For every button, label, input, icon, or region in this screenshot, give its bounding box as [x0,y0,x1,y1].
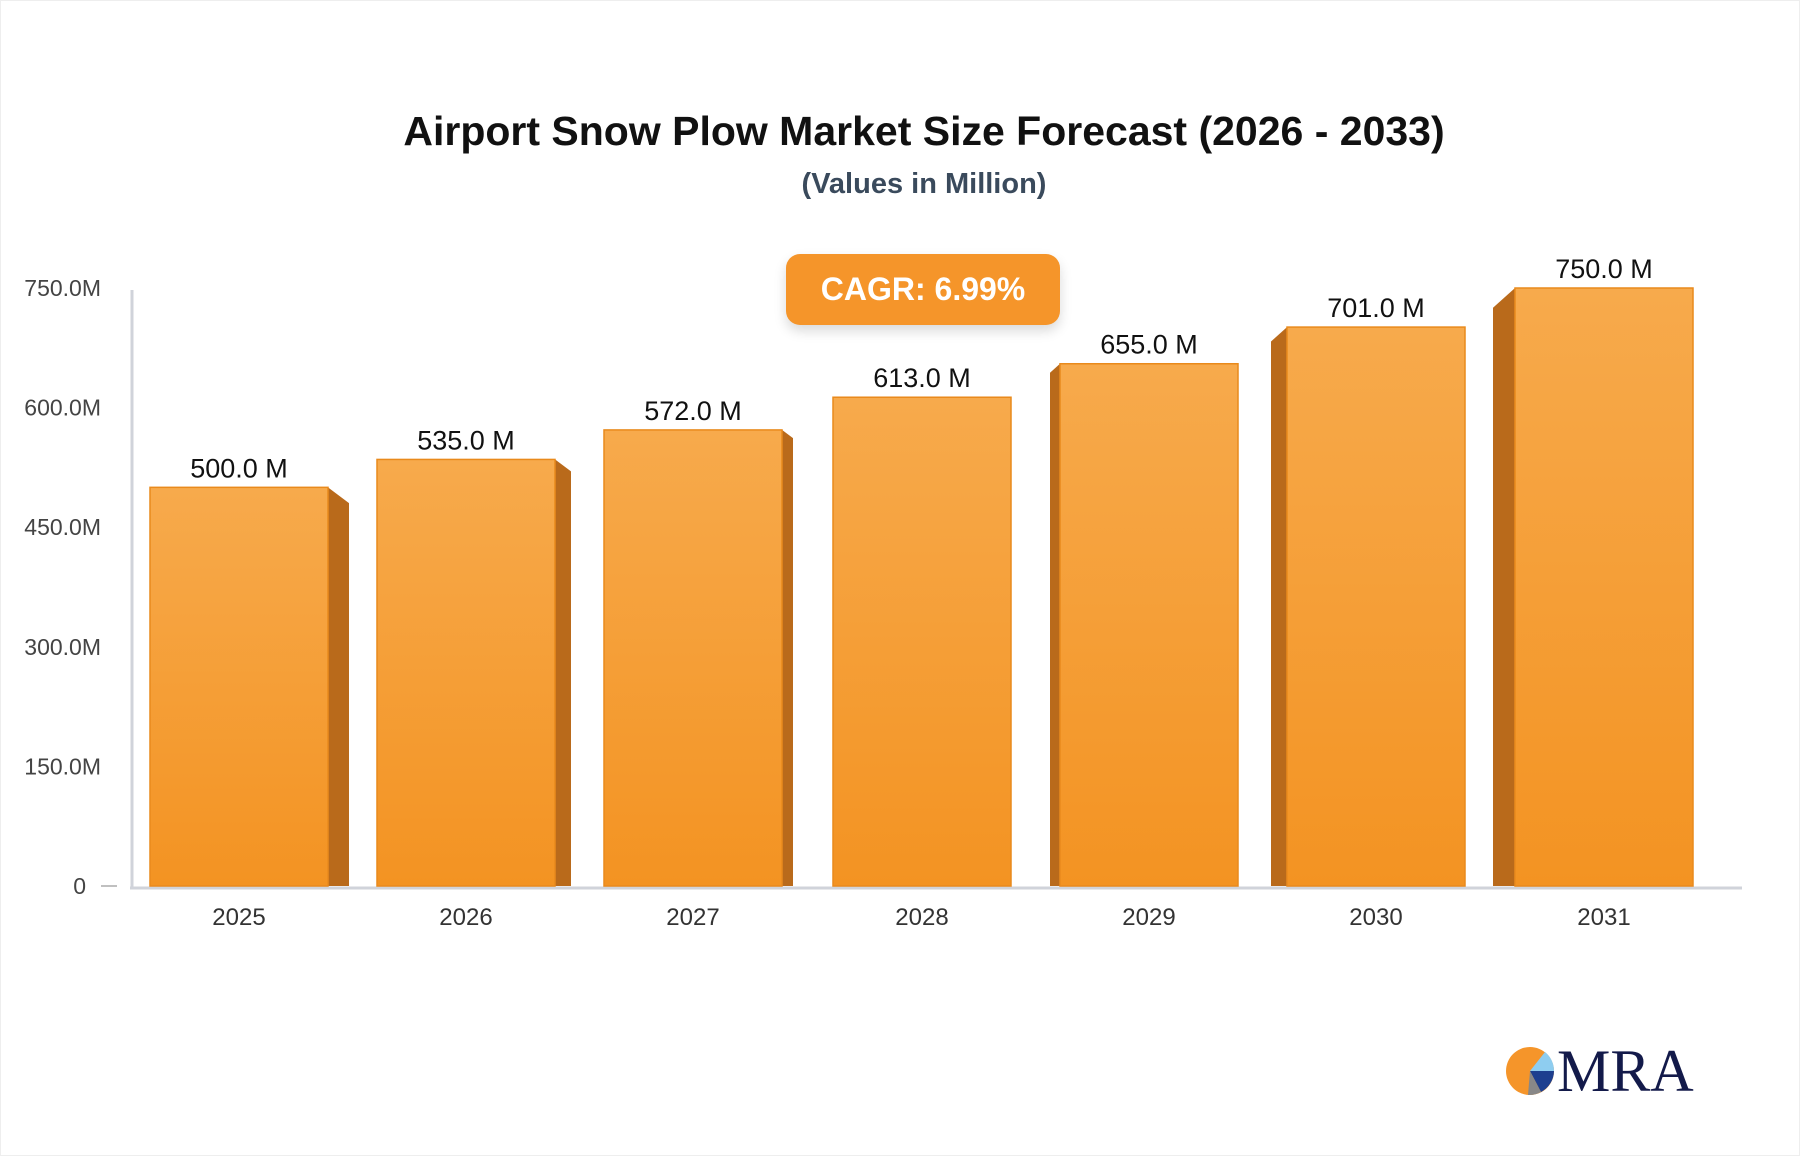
data-label: 655.0 M [1100,330,1198,360]
bar-2025 [149,486,349,887]
x-tick-label: 2027 [666,904,719,931]
bar-2027 [603,429,793,887]
logo-pie-icon [1506,1047,1555,1096]
bar [603,429,783,887]
cagr-badge: CAGR: 6.99% [786,254,1060,325]
y-tick-label: 750.0M [24,275,101,301]
y-tick-label: 600.0M [24,395,101,421]
bar [1059,362,1239,887]
x-tick-label: 2026 [439,904,492,931]
y-tick-label: 0 [73,873,86,899]
y-tick-label: 300.0M [24,634,101,660]
bar-side [782,429,793,886]
data-label: 500.0 M [190,453,288,483]
logo-text: MRA [1557,1038,1694,1104]
x-tick-label: 2025 [212,904,265,931]
bar [832,396,1012,887]
data-label: 572.0 M [644,396,742,426]
bar-2028 [832,396,1012,887]
bar-2031 [1493,287,1694,887]
bar [1286,326,1466,887]
bar [1514,287,1694,887]
bar [149,486,329,887]
bar-2029 [1050,362,1239,887]
data-label: 750.0 M [1555,254,1653,284]
x-tick-label: 2031 [1577,904,1630,931]
x-tick-label: 2028 [895,904,948,931]
bar [376,458,556,887]
bar-side [328,487,349,886]
y-tick-label: 450.0M [24,514,101,540]
bar-side [555,459,571,886]
data-label: 701.0 M [1327,293,1425,323]
bar-2030 [1271,326,1466,887]
bar-side [1493,288,1515,886]
bar-2026 [376,458,571,887]
data-label: 535.0 M [417,425,515,455]
bar-side [1050,363,1060,886]
chart-subtitle: (Values in Million) [801,168,1047,200]
data-label: 613.0 M [873,363,971,393]
chart-title: Airport Snow Plow Market Size Forecast (… [403,108,1445,154]
bar-side [1271,327,1287,886]
x-tick-label: 2030 [1349,904,1402,931]
x-tick-label: 2029 [1122,904,1175,931]
y-tick-label: 150.0M [24,753,101,779]
